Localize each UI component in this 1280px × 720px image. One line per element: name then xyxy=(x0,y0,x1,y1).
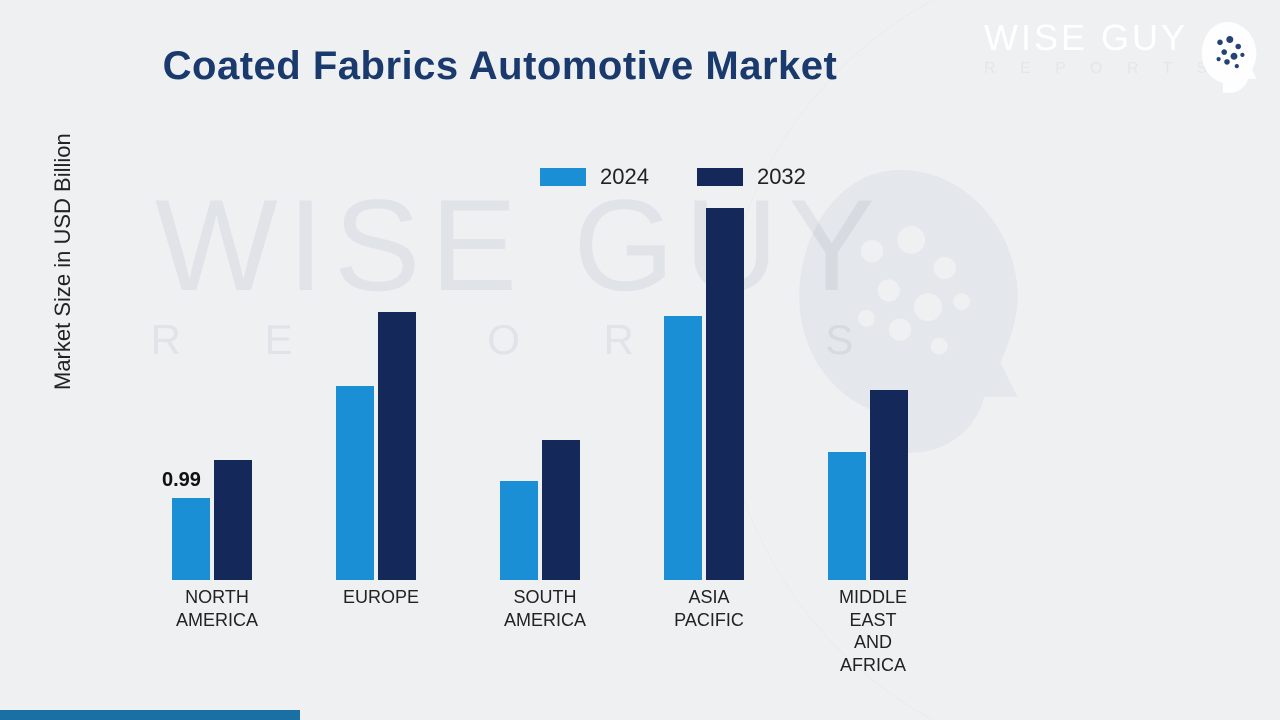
bar-ap-2024 xyxy=(664,316,702,580)
y-axis-label: Market Size in USD Billion xyxy=(50,133,76,390)
legend-swatch-2032 xyxy=(697,168,743,186)
category-label-eu: EUROPE xyxy=(306,586,456,609)
bar-sa-2032 xyxy=(542,440,580,580)
category-label-sa: SOUTHAMERICA xyxy=(470,586,620,631)
brand-head-icon xyxy=(1192,18,1262,96)
bar-mea-2024 xyxy=(828,452,866,580)
legend-label-2024: 2024 xyxy=(600,164,649,190)
page-title: Coated Fabrics Automotive Market xyxy=(60,44,940,89)
legend-item-2032: 2032 xyxy=(697,164,806,190)
category-label-mea: MIDDLEEASTANDAFRICA xyxy=(798,586,948,676)
bar-na-2024 xyxy=(172,498,210,580)
bottom-accent xyxy=(0,710,300,720)
legend-label-2032: 2032 xyxy=(757,164,806,190)
chart: 0.99 NORTHAMERICAEUROPESOUTHAMERICAASIAP… xyxy=(110,200,950,580)
legend-item-2024: 2024 xyxy=(540,164,649,190)
bar-eu-2024 xyxy=(336,386,374,580)
bar-eu-2032 xyxy=(378,312,416,580)
bar-na-2032 xyxy=(214,460,252,580)
page-root: WISE GUY R E P O R T S Coated Fabrics Au… xyxy=(0,0,1280,720)
category-label-na: NORTHAMERICA xyxy=(142,586,292,631)
bar-value-label: 0.99 xyxy=(162,469,201,492)
legend-swatch-2024 xyxy=(540,168,586,186)
bar-ap-2032 xyxy=(706,208,744,580)
bar-mea-2032 xyxy=(870,390,908,580)
legend: 2024 2032 xyxy=(540,164,806,190)
plot-area: 0.99 xyxy=(140,200,950,580)
category-label-ap: ASIAPACIFIC xyxy=(634,586,784,631)
bar-sa-2024 xyxy=(500,481,538,580)
